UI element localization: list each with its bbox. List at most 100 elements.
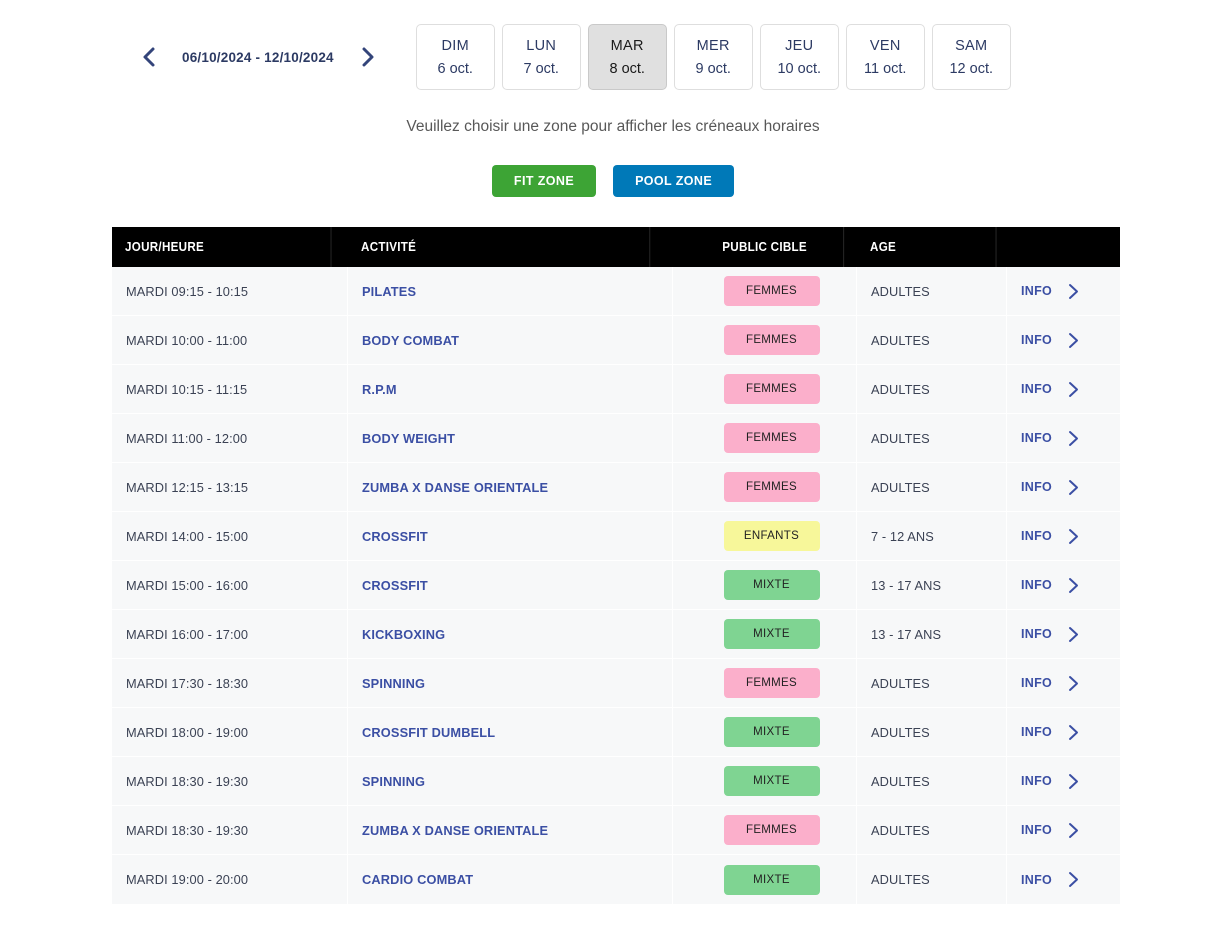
cell-activity: ZUMBA X DANSE ORIENTALE (348, 805, 673, 855)
chevron-right-icon[interactable] (1068, 528, 1079, 545)
cell-time: MARDI 18:00 - 19:00 (112, 707, 348, 757)
column-header-public-cible: PUBLIC CIBLE (673, 227, 845, 267)
chevron-right-icon[interactable] (1068, 283, 1079, 300)
column-header-jour-heure: JOUR/HEURE (112, 227, 332, 267)
chevron-left-icon[interactable] (136, 40, 162, 74)
cell-info[interactable]: INFO (1007, 463, 1120, 512)
chevron-right-icon[interactable] (1068, 381, 1079, 398)
table-row[interactable]: MARDI 18:30 - 19:30 SPINNING MIXTE ADULTES I… (112, 756, 1120, 806)
info-link[interactable]: INFO (1021, 333, 1053, 347)
table-row[interactable]: MARDI 17:30 - 18:30 SPINNING FEMMES ADULTES… (112, 658, 1120, 708)
chevron-right-icon[interactable] (1068, 626, 1079, 643)
cell-time: MARDI 15:00 - 16:00 (112, 560, 348, 610)
day-tab-date: 11 oct. (864, 60, 907, 77)
cell-age: ADULTES (857, 462, 1007, 512)
day-tab-date: 10 oct. (777, 60, 821, 77)
chevron-right-icon[interactable] (1068, 332, 1079, 349)
pool-zone-button[interactable]: POOL ZONE (613, 165, 735, 197)
cell-public-cible: MIXTE (673, 609, 857, 659)
day-tab-jeu[interactable]: JEU 10 oct. (759, 24, 839, 90)
cell-activity: CROSSFIT DUMBELL (348, 707, 673, 757)
cell-age: 13 - 17 ANS (857, 609, 1007, 659)
info-link[interactable]: INFO (1021, 627, 1053, 641)
status-badge: MIXTE (723, 619, 820, 649)
table-row[interactable]: MARDI 15:00 - 16:00 CROSSFIT MIXTE 13 - 17 … (112, 560, 1120, 610)
cell-public-cible: FEMMES (673, 805, 857, 855)
cell-info[interactable]: INFO (1007, 512, 1120, 561)
cell-info[interactable]: INFO (1007, 267, 1120, 316)
day-tab-name: MAR (610, 37, 644, 54)
day-tab-sam[interactable]: SAM 12 oct. (931, 24, 1011, 90)
day-tab-ven[interactable]: VEN 11 oct. (845, 24, 925, 90)
cell-activity: KICKBOXING (348, 609, 673, 659)
cell-info[interactable]: INFO (1007, 561, 1120, 610)
cell-time: MARDI 18:30 - 19:30 (112, 805, 348, 855)
cell-info[interactable]: INFO (1007, 414, 1120, 463)
day-tab-date: 12 oct. (949, 60, 993, 77)
chevron-right-icon[interactable] (1068, 724, 1079, 741)
table-row[interactable]: MARDI 10:15 - 11:15 R.P.M FEMMES ADULTES INF… (112, 364, 1120, 414)
info-link[interactable]: INFO (1021, 480, 1053, 494)
info-link[interactable]: INFO (1021, 529, 1053, 543)
cell-age: 7 - 12 ANS (857, 511, 1007, 561)
status-badge: FEMMES (723, 325, 820, 355)
cell-info[interactable]: INFO (1007, 610, 1120, 659)
chevron-right-icon[interactable] (1068, 822, 1079, 839)
info-link[interactable]: INFO (1021, 872, 1053, 887)
chevron-right-icon[interactable] (354, 40, 380, 74)
table-row[interactable]: MARDI 18:00 - 19:00 CROSSFIT DUMBELL MIXTE… (112, 707, 1120, 757)
table-row[interactable]: MARDI 10:00 - 11:00 BODY COMBAT FEMMES ADUL… (112, 315, 1120, 365)
table-row[interactable]: MARDI 16:00 - 17:00 KICKBOXING MIXTE 13 - 1… (112, 609, 1120, 659)
chevron-right-icon[interactable] (1068, 577, 1079, 594)
cell-time: MARDI 12:15 - 13:15 (112, 462, 348, 512)
info-link[interactable]: INFO (1021, 382, 1053, 396)
cell-info[interactable]: INFO (1007, 365, 1120, 414)
info-link[interactable]: INFO (1021, 823, 1053, 837)
cell-info[interactable]: INFO (1007, 659, 1120, 708)
cell-info[interactable]: INFO (1007, 806, 1120, 855)
fit-zone-button[interactable]: FIT ZONE (491, 165, 597, 197)
cell-public-cible: FEMMES (673, 413, 857, 463)
status-badge: MIXTE (723, 717, 820, 747)
cell-info[interactable]: INFO (1007, 316, 1120, 365)
cell-info[interactable]: INFO (1007, 757, 1120, 806)
day-tab-date: 7 oct. (523, 60, 559, 77)
info-link[interactable]: INFO (1021, 431, 1053, 445)
cell-time: MARDI 17:30 - 18:30 (112, 658, 348, 708)
cell-age: ADULTES (857, 756, 1007, 806)
table-row[interactable]: MARDI 18:30 - 19:30 ZUMBA X DANSE ORIENTA… (112, 805, 1120, 855)
table-row[interactable]: MARDI 11:00 - 12:00 BODY WEIGHT FEMMES ADUL… (112, 413, 1120, 463)
table-row[interactable]: MARDI 09:15 - 10:15 PILATES FEMMES ADULTES I… (112, 266, 1120, 316)
chevron-right-icon[interactable] (1068, 871, 1079, 888)
cell-activity: CARDIO COMBAT (348, 855, 673, 904)
status-badge: FEMMES (723, 815, 820, 845)
info-link[interactable]: INFO (1021, 725, 1053, 739)
cell-activity: BODY WEIGHT (348, 413, 673, 463)
info-link[interactable]: INFO (1021, 774, 1053, 788)
cell-age: ADULTES (857, 266, 1007, 316)
chevron-right-icon[interactable] (1068, 430, 1079, 447)
cell-age: 13 - 17 ANS (857, 560, 1007, 610)
day-tab-name: DIM (441, 37, 469, 54)
day-tab-mer[interactable]: MER 9 oct. (673, 24, 753, 90)
chevron-right-icon[interactable] (1068, 773, 1079, 790)
table-row[interactable]: MARDI 19:00 - 20:00 CARDIO COMBAT MIXTE ADU… (112, 855, 1120, 904)
table-row[interactable]: MARDI 12:15 - 13:15 ZUMBA X DANSE ORIENTA… (112, 462, 1120, 512)
info-link[interactable]: INFO (1021, 578, 1053, 592)
cell-info[interactable]: INFO (1007, 855, 1120, 904)
day-tab-dim[interactable]: DIM 6 oct. (415, 24, 495, 90)
info-link[interactable]: INFO (1021, 284, 1053, 298)
cell-age: ADULTES (857, 805, 1007, 855)
day-tab-date: 6 oct. (437, 60, 473, 77)
chevron-right-icon[interactable] (1068, 479, 1079, 496)
day-tab-date: 8 oct. (609, 60, 645, 77)
cell-info[interactable]: INFO (1007, 708, 1120, 757)
info-link[interactable]: INFO (1021, 676, 1053, 690)
table-row[interactable]: MARDI 14:00 - 15:00 CROSSFIT ENFANTS 7 - 12… (112, 511, 1120, 561)
day-tab-lun[interactable]: LUN 7 oct. (501, 24, 581, 90)
chevron-right-icon[interactable] (1068, 675, 1079, 692)
day-tab-mar[interactable]: MAR 8 oct. (587, 24, 667, 90)
day-tabs: DIM 6 oct. LUN 7 oct. MAR 8 oct. MER 9 o… (415, 24, 1011, 90)
cell-age: ADULTES (857, 364, 1007, 414)
